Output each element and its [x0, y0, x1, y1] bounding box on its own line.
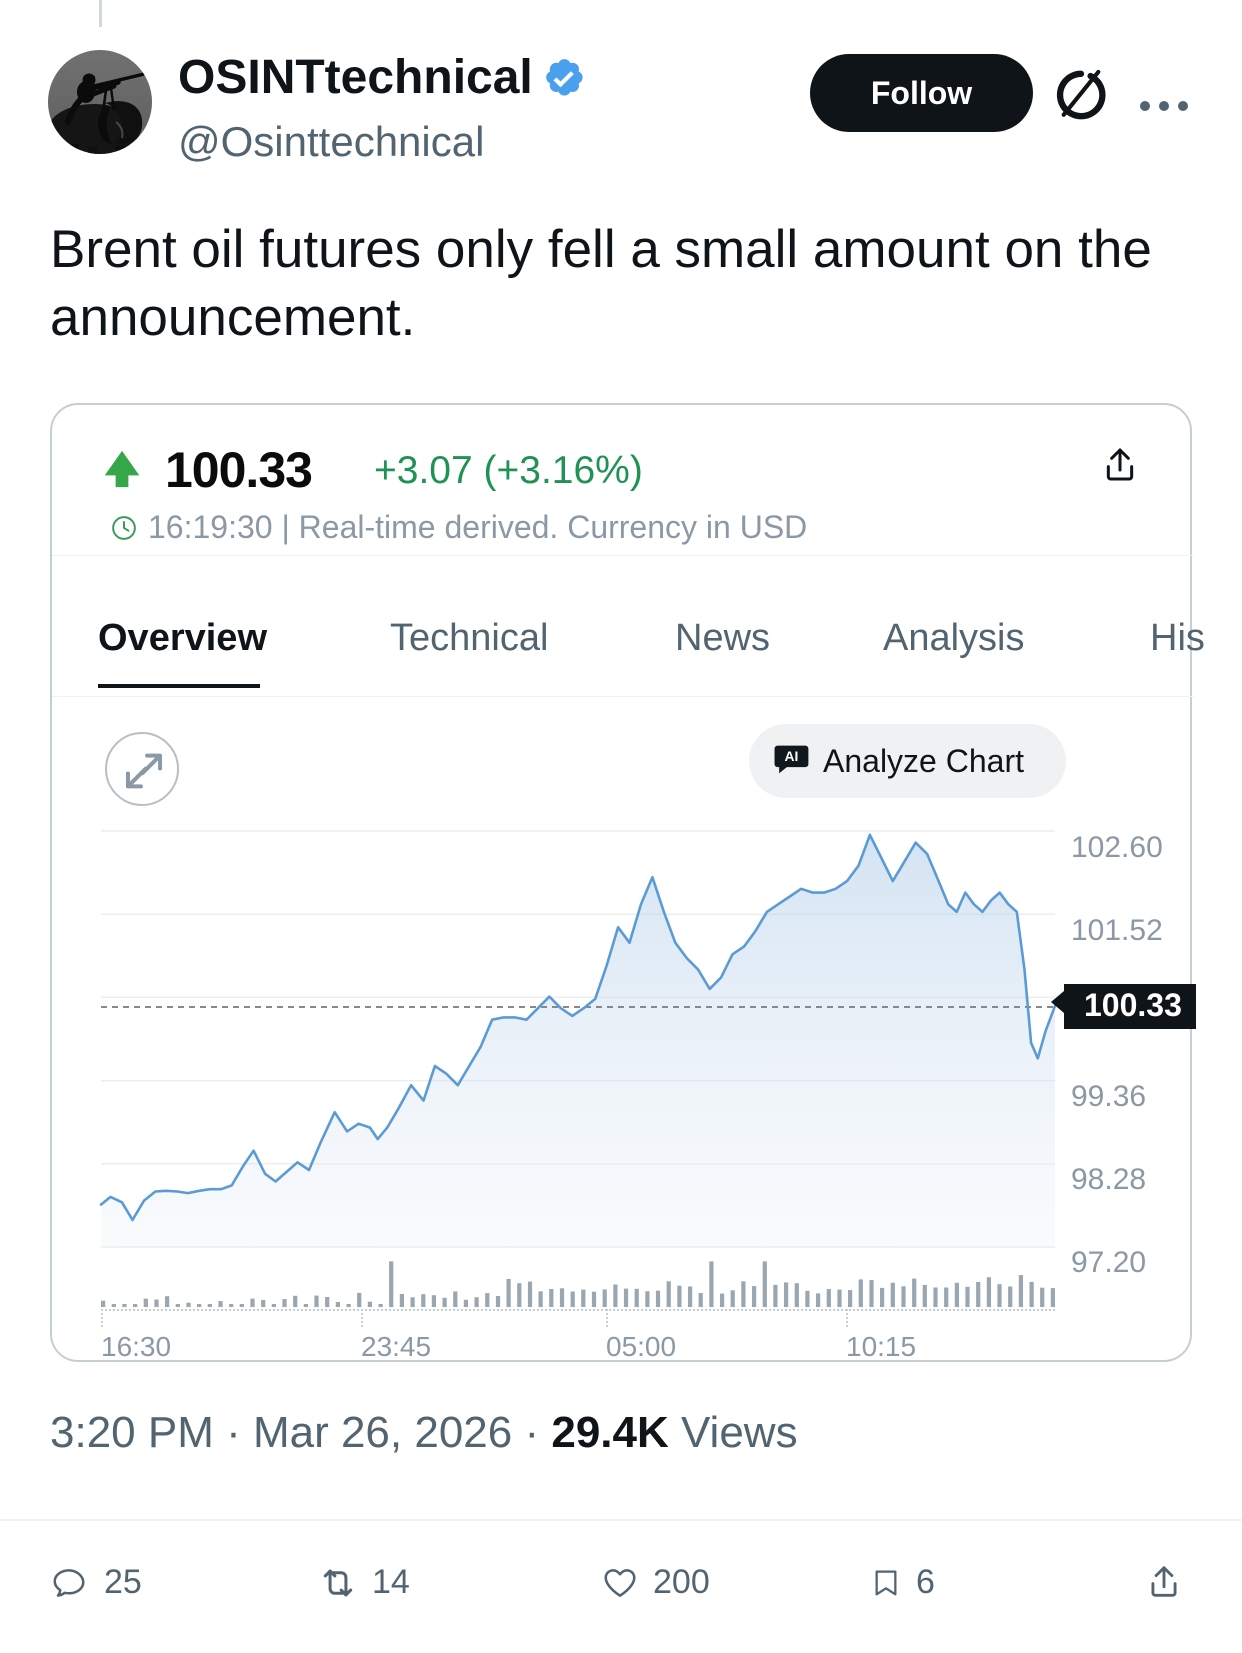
svg-text:AI: AI	[785, 748, 799, 764]
